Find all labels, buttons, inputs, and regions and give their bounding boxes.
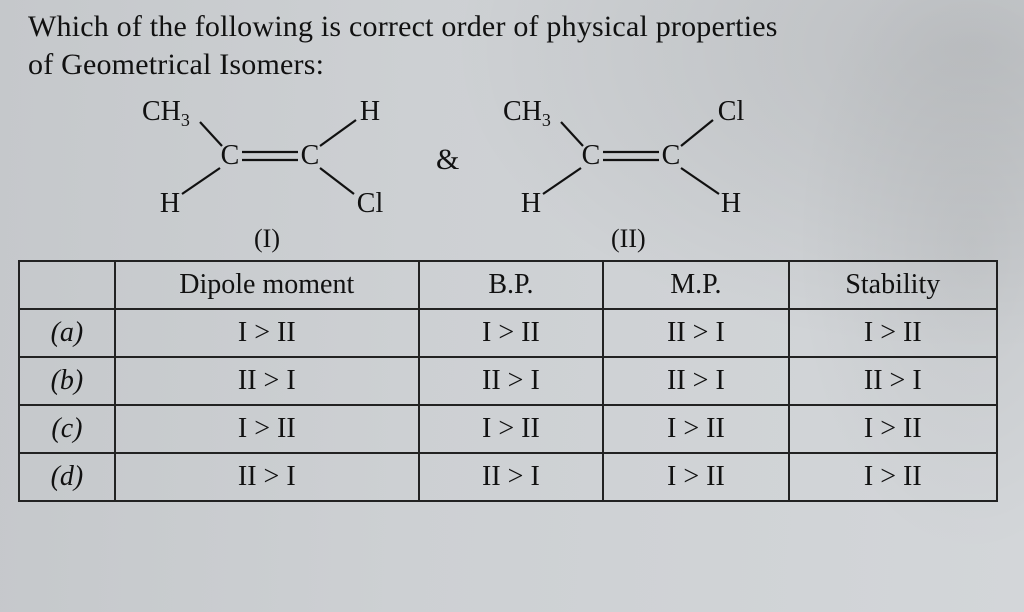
row-label: (b) bbox=[19, 357, 115, 405]
cell-st: I > II bbox=[789, 405, 997, 453]
molecule-2: CH3 H C C Cl H (II) bbox=[483, 92, 773, 254]
molecule-1-label: (I) bbox=[254, 224, 280, 254]
cell-dm: I > II bbox=[115, 405, 419, 453]
mol1-bottom-left: H bbox=[160, 188, 180, 219]
cell-mp: II > I bbox=[603, 309, 788, 357]
th-dipole-moment: Dipole moment bbox=[115, 261, 419, 309]
mol2-top-left: CH3 bbox=[503, 96, 551, 130]
molecule-1-svg: CH3 H C C H Cl bbox=[122, 92, 412, 222]
question-text-line1: Which of the following is correct order … bbox=[28, 10, 778, 43]
cell-mp: II > I bbox=[603, 357, 788, 405]
question-text-line2: of Geometrical Isomers: bbox=[28, 46, 778, 84]
cell-dm: II > I bbox=[115, 453, 419, 501]
table-row: (b) II > I II > I II > I II > I bbox=[19, 357, 997, 405]
question-page: Which of the following is correct order … bbox=[0, 0, 1024, 612]
cell-bp: II > I bbox=[419, 357, 604, 405]
table-row: (d) II > I II > I I > II I > II bbox=[19, 453, 997, 501]
cell-mp: I > II bbox=[603, 405, 788, 453]
question-line: Which of the following is correct order … bbox=[12, 8, 1000, 84]
cell-st: II > I bbox=[789, 357, 997, 405]
mol2-c-right: C bbox=[662, 140, 681, 171]
cell-bp: I > II bbox=[419, 405, 604, 453]
row-label: (d) bbox=[19, 453, 115, 501]
mol2-c-left: C bbox=[582, 140, 601, 171]
th-stability: Stability bbox=[789, 261, 997, 309]
table-row: (a) I > II I > II II > I I > II bbox=[19, 309, 997, 357]
molecule-1: CH3 H C C H Cl (I) bbox=[122, 92, 412, 254]
mol1-top-right: H bbox=[360, 96, 380, 127]
table-row: (c) I > II I > II I > II I > II bbox=[19, 405, 997, 453]
mol2-bottom-left: H bbox=[521, 188, 541, 219]
mol2-top-right: Cl bbox=[718, 96, 745, 127]
cell-bp: I > II bbox=[419, 309, 604, 357]
molecule-2-label: (II) bbox=[611, 224, 646, 254]
th-mp: M.P. bbox=[603, 261, 788, 309]
table-head: Dipole moment B.P. M.P. Stability bbox=[19, 261, 997, 309]
cell-bp: II > I bbox=[419, 453, 604, 501]
cell-dm: I > II bbox=[115, 309, 419, 357]
mol1-c-left: C bbox=[221, 140, 240, 171]
mol1-bottom-right: Cl bbox=[357, 188, 384, 219]
mol2-bottom-right: H bbox=[721, 188, 741, 219]
molecule-2-svg: CH3 H C C Cl H bbox=[483, 92, 773, 222]
row-label: (c) bbox=[19, 405, 115, 453]
table-body: (a) I > II I > II II > I I > II (b) II >… bbox=[19, 309, 997, 501]
row-label: (a) bbox=[19, 309, 115, 357]
cell-dm: II > I bbox=[115, 357, 419, 405]
cell-st: I > II bbox=[789, 453, 997, 501]
question-text: Which of the following is correct order … bbox=[24, 8, 778, 84]
th-bp: B.P. bbox=[419, 261, 604, 309]
mol1-top-left: CH3 bbox=[142, 96, 190, 130]
structures-row: CH3 H C C H Cl (I) & bbox=[122, 92, 1000, 254]
cell-mp: I > II bbox=[603, 453, 788, 501]
properties-table: Dipole moment B.P. M.P. Stability (a) I … bbox=[18, 260, 998, 502]
mol1-c-right: C bbox=[301, 140, 320, 171]
th-blank bbox=[19, 261, 115, 309]
ampersand: & bbox=[436, 143, 459, 177]
table-header-row: Dipole moment B.P. M.P. Stability bbox=[19, 261, 997, 309]
cell-st: I > II bbox=[789, 309, 997, 357]
